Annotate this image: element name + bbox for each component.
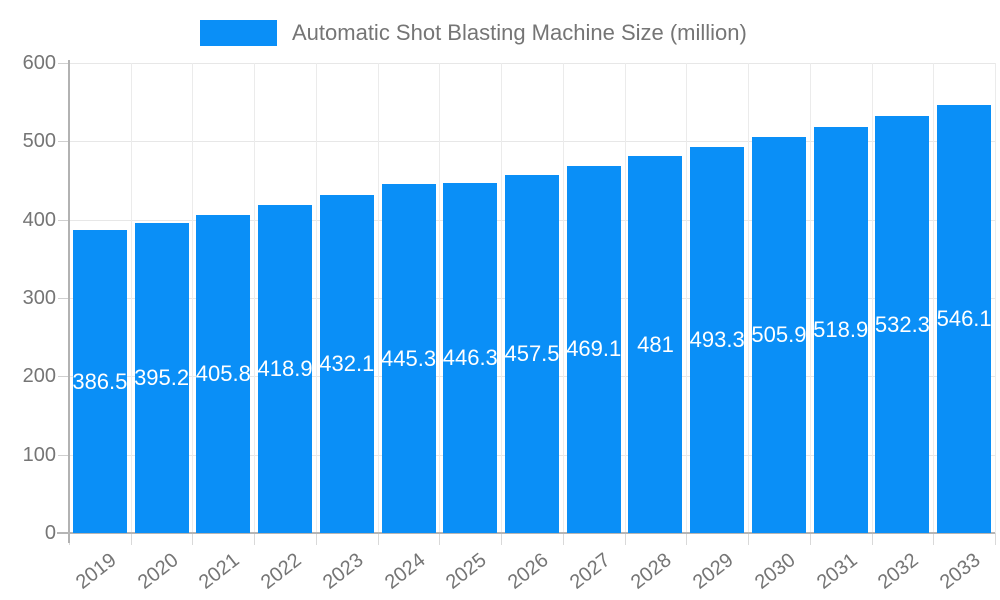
bar-value-label: 432.1 [319, 350, 374, 376]
gridline-vertical [131, 63, 132, 533]
bar-value-label: 532.3 [875, 311, 930, 337]
gridline-vertical [439, 63, 440, 533]
gridline-vertical [316, 63, 317, 533]
x-axis-tick [563, 533, 564, 545]
bar-value-label: 405.8 [196, 361, 251, 387]
x-axis-tick [316, 533, 317, 545]
y-axis-line [68, 60, 70, 543]
y-axis-tick [58, 455, 69, 456]
y-tick-label: 100 [22, 444, 56, 466]
x-axis-tick [810, 533, 811, 545]
gridline-vertical [501, 63, 502, 533]
bar-2028[interactable]: 481 [628, 156, 683, 533]
bar-value-label: 518.9 [813, 316, 868, 342]
bar-2033[interactable]: 546.1 [937, 105, 992, 533]
y-tick-label: 500 [22, 130, 56, 152]
x-axis-tick [625, 533, 626, 545]
gridline-vertical [254, 63, 255, 533]
bar-value-label: 445.3 [381, 345, 436, 371]
gridline-horizontal [69, 141, 995, 142]
bar-2026[interactable]: 457.5 [505, 174, 559, 533]
x-axis-tick [872, 533, 873, 545]
bar-value-label: 546.1 [937, 306, 992, 332]
gridline-vertical [872, 63, 873, 533]
bar-value-label: 395.2 [134, 365, 189, 391]
gridline-vertical [748, 63, 749, 533]
x-axis-tick [378, 533, 379, 545]
gridline-vertical [933, 63, 934, 533]
y-tick-label: 600 [22, 52, 56, 74]
gridline-vertical [563, 63, 564, 533]
x-axis-tick [686, 533, 687, 545]
y-axis-tick [58, 298, 69, 299]
y-tick-label: 400 [22, 209, 56, 231]
bar-2029[interactable]: 493.3 [690, 146, 745, 533]
x-axis-line [57, 532, 995, 534]
y-tick-label: 0 [44, 522, 56, 544]
x-axis-tick [131, 533, 132, 545]
bar-2020[interactable]: 395.2 [134, 223, 189, 533]
gridline-vertical [810, 63, 811, 533]
x-axis-tick [501, 533, 502, 545]
bar-2027[interactable]: 469.1 [566, 165, 621, 533]
bar-value-label: 493.3 [690, 326, 745, 352]
gridline-vertical [995, 63, 996, 533]
bar-value-label: 446.3 [443, 345, 498, 371]
gridline-vertical [686, 63, 687, 533]
y-axis-tick [58, 63, 69, 64]
gridline-vertical [378, 63, 379, 533]
bar-value-label: 386.5 [72, 368, 127, 394]
bar-2025[interactable]: 446.3 [443, 183, 498, 533]
y-tick-label: 200 [22, 365, 56, 387]
x-axis-tick [995, 533, 996, 545]
bar-2031[interactable]: 518.9 [813, 126, 868, 533]
gridline-vertical [625, 63, 626, 533]
y-axis-tick [58, 376, 69, 377]
x-axis-tick [933, 533, 934, 545]
x-axis-tick [192, 533, 193, 545]
bar-2021[interactable]: 405.8 [196, 215, 251, 533]
gridline-vertical [192, 63, 193, 533]
bar-2023[interactable]: 432.1 [319, 194, 374, 533]
bar-value-label: 418.9 [258, 355, 313, 381]
bar-2022[interactable]: 418.9 [258, 204, 313, 533]
bar-value-label: 469.1 [566, 336, 621, 362]
bar-2032[interactable]: 532.3 [875, 116, 930, 533]
bar-2019[interactable]: 386.5 [72, 230, 127, 533]
bar-2030[interactable]: 505.9 [751, 136, 806, 533]
y-axis-tick [58, 141, 69, 142]
x-axis-tick [748, 533, 749, 545]
bar-value-label: 457.5 [505, 340, 559, 366]
x-axis-tick [254, 533, 255, 545]
bar-value-label: 505.9 [751, 321, 806, 347]
bar-value-label: 481 [637, 331, 674, 357]
y-tick-label: 300 [22, 287, 56, 309]
legend-label: Automatic Shot Blasting Machine Size (mi… [292, 20, 747, 45]
legend-item[interactable]: Automatic Shot Blasting Machine Size (mi… [200, 20, 747, 46]
y-axis-tick [58, 220, 69, 221]
x-tick-label: 2019 [71, 549, 121, 594]
bar-2024[interactable]: 445.3 [381, 184, 436, 533]
x-axis-tick [439, 533, 440, 545]
legend-swatch [200, 20, 277, 46]
gridline-horizontal [69, 63, 995, 64]
